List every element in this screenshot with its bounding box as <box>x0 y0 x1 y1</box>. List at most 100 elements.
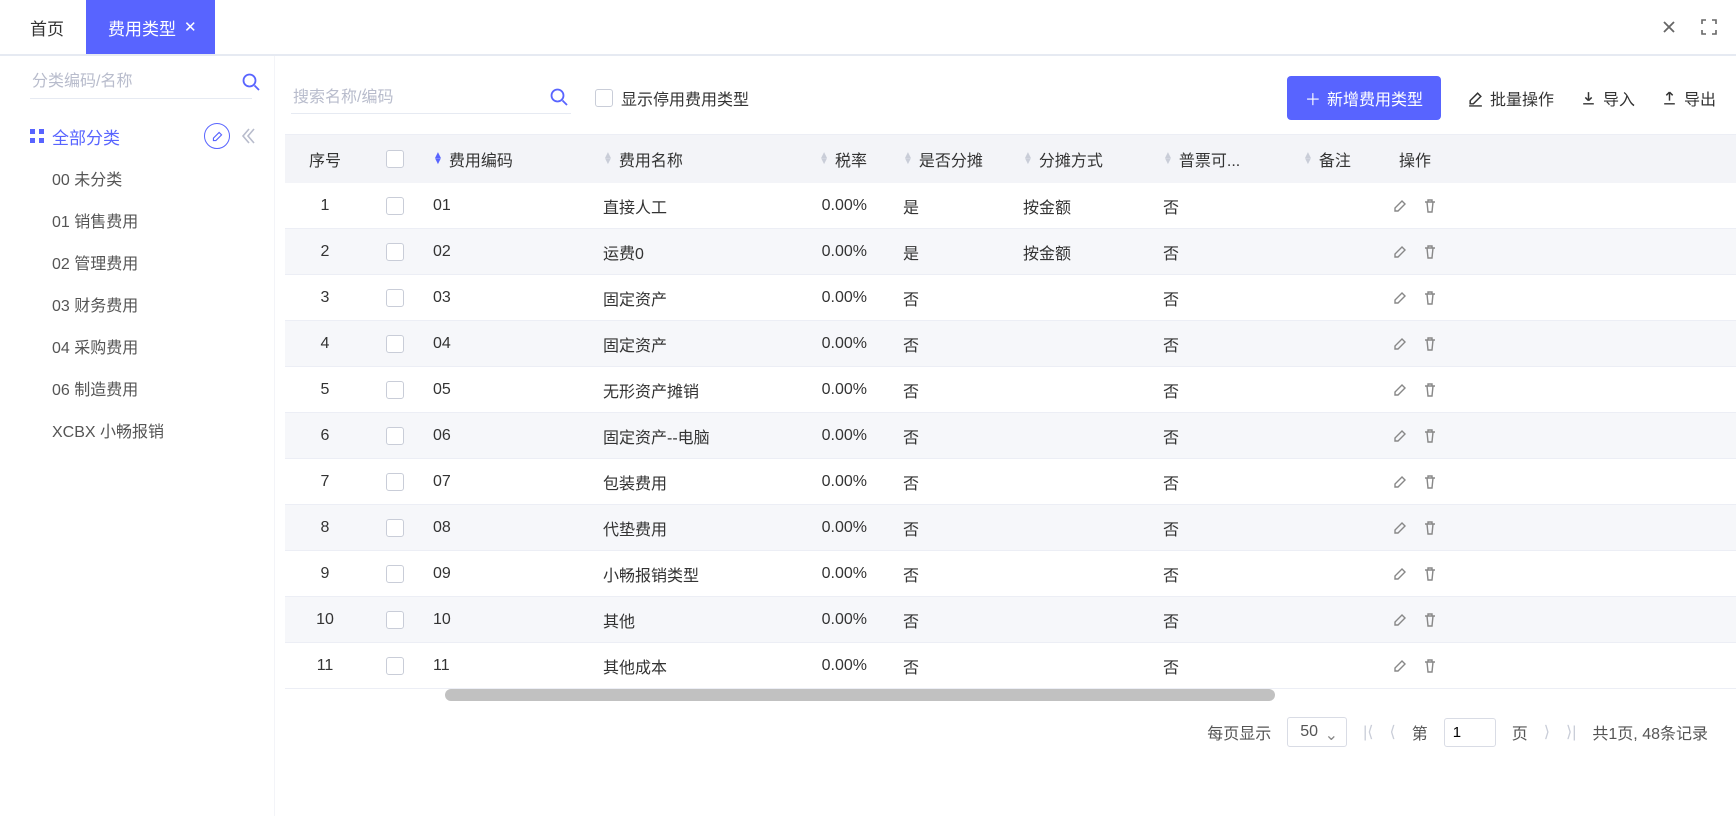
cell-ticket: 否 <box>1155 516 1295 540</box>
main: 全部分类 00 未分类01 销售费用02 管理费用03 财务费用04 采购费用0… <box>0 56 1736 816</box>
edit-row-icon[interactable] <box>1392 566 1408 582</box>
row-checkbox[interactable] <box>365 289 425 307</box>
add-expense-type-button[interactable]: ＋ 新增费用类型 <box>1287 76 1441 120</box>
cell-share: 是 <box>895 194 1015 218</box>
delete-row-icon[interactable] <box>1422 612 1438 628</box>
delete-row-icon[interactable] <box>1422 428 1438 444</box>
col-code[interactable]: ▲▼费用编码 <box>425 147 595 171</box>
delete-row-icon[interactable] <box>1422 382 1438 398</box>
search-icon[interactable] <box>549 87 569 107</box>
per-page-label: 每页显示 <box>1207 720 1271 744</box>
edit-row-icon[interactable] <box>1392 382 1408 398</box>
edit-row-icon[interactable] <box>1392 612 1408 628</box>
fullscreen-icon[interactable] <box>1700 18 1718 36</box>
col-ticket[interactable]: ▲▼普票可... <box>1155 147 1295 171</box>
row-checkbox[interactable] <box>365 197 425 215</box>
cell-rate: 0.00% <box>795 335 895 353</box>
cell-share: 否 <box>895 378 1015 402</box>
cell-seq: 10 <box>285 611 365 629</box>
sidebar-item[interactable]: 01 销售费用 <box>0 199 274 241</box>
edit-row-icon[interactable] <box>1392 290 1408 306</box>
col-rate[interactable]: ▲▼税率 <box>795 147 895 171</box>
delete-row-icon[interactable] <box>1422 244 1438 260</box>
row-checkbox[interactable] <box>365 565 425 583</box>
cell-rate: 0.00% <box>795 473 895 491</box>
edit-row-icon[interactable] <box>1392 474 1408 490</box>
prev-page-icon[interactable]: ⟨ <box>1389 722 1395 742</box>
cell-actions <box>1365 612 1465 628</box>
export-button[interactable]: 导出 <box>1661 86 1716 110</box>
delete-row-icon[interactable] <box>1422 474 1438 490</box>
edit-row-icon[interactable] <box>1392 520 1408 536</box>
close-icon[interactable]: ✕ <box>184 18 197 36</box>
row-checkbox[interactable] <box>365 243 425 261</box>
cell-share: 否 <box>895 654 1015 678</box>
col-share[interactable]: ▲▼是否分摊 <box>895 147 1015 171</box>
cell-name: 直接人工 <box>595 194 795 218</box>
cell-code: 05 <box>425 381 595 399</box>
cell-actions <box>1365 198 1465 214</box>
page-prefix: 第 <box>1412 720 1428 744</box>
first-page-icon[interactable]: |⟨ <box>1363 722 1373 742</box>
row-checkbox[interactable] <box>365 427 425 445</box>
sidebar: 全部分类 00 未分类01 销售费用02 管理费用03 财务费用04 采购费用0… <box>0 56 275 816</box>
page-input[interactable] <box>1444 718 1496 747</box>
next-page-icon[interactable]: ⟩ <box>1544 722 1550 742</box>
cell-ticket: 否 <box>1155 608 1295 632</box>
row-checkbox[interactable] <box>365 611 425 629</box>
tab-expense-type[interactable]: 费用类型 ✕ <box>86 0 215 54</box>
edit-row-icon[interactable] <box>1392 198 1408 214</box>
tab-home[interactable]: 首页 <box>8 0 86 54</box>
sidebar-item[interactable]: 03 财务费用 <box>0 283 274 325</box>
row-checkbox[interactable] <box>365 473 425 491</box>
import-icon <box>1580 90 1597 107</box>
sidebar-all-categories[interactable]: 全部分类 <box>0 115 274 157</box>
col-note[interactable]: ▲▼备注 <box>1295 147 1365 171</box>
col-checkbox[interactable] <box>365 150 425 168</box>
horizontal-scrollbar[interactable] <box>285 689 1736 703</box>
edit-category-icon[interactable] <box>204 123 230 149</box>
delete-row-icon[interactable] <box>1422 658 1438 674</box>
col-seq[interactable]: 序号 <box>285 147 365 171</box>
close-all-icon[interactable] <box>1660 18 1678 36</box>
edit-row-icon[interactable] <box>1392 244 1408 260</box>
col-method[interactable]: ▲▼分摊方式 <box>1015 147 1155 171</box>
search-input[interactable] <box>291 83 571 114</box>
edit-row-icon[interactable] <box>1392 658 1408 674</box>
sidebar-item[interactable]: 06 制造费用 <box>0 367 274 409</box>
show-disabled-checkbox[interactable]: 显示停用费用类型 <box>595 86 749 110</box>
cell-ticket: 否 <box>1155 424 1295 448</box>
col-note-label: 备注 <box>1319 147 1351 171</box>
collapse-sidebar-icon[interactable] <box>238 125 256 147</box>
delete-row-icon[interactable] <box>1422 336 1438 352</box>
cell-ticket: 否 <box>1155 654 1295 678</box>
cell-actions <box>1365 520 1465 536</box>
edit-row-icon[interactable] <box>1392 336 1408 352</box>
per-page-select[interactable]: 50 ⌄ <box>1287 717 1347 747</box>
sidebar-item[interactable]: 02 管理费用 <box>0 241 274 283</box>
search-icon[interactable] <box>241 72 261 92</box>
pagination: 每页显示 50 ⌄ |⟨ ⟨ 第 页 ⟩ ⟩| 共1页, 48条记录 <box>285 703 1736 761</box>
sidebar-search-input[interactable] <box>30 72 241 92</box>
sidebar-items: 00 未分类01 销售费用02 管理费用03 财务费用04 采购费用06 制造费… <box>0 157 274 451</box>
delete-row-icon[interactable] <box>1422 198 1438 214</box>
col-name[interactable]: ▲▼费用名称 <box>595 147 795 171</box>
row-checkbox[interactable] <box>365 657 425 675</box>
last-page-icon[interactable]: ⟩| <box>1566 722 1576 742</box>
row-checkbox[interactable] <box>365 519 425 537</box>
table-row: 1010其他0.00%否否 <box>285 597 1736 643</box>
sidebar-item[interactable]: XCBX 小畅报销 <box>0 409 274 451</box>
row-checkbox[interactable] <box>365 381 425 399</box>
sidebar-item[interactable]: 04 采购费用 <box>0 325 274 367</box>
sidebar-item[interactable]: 00 未分类 <box>0 157 274 199</box>
batch-action-button[interactable]: 批量操作 <box>1467 86 1554 110</box>
chevron-down-icon: ⌄ <box>1325 725 1338 745</box>
row-checkbox[interactable] <box>365 335 425 353</box>
delete-row-icon[interactable] <box>1422 566 1438 582</box>
cell-rate: 0.00% <box>795 427 895 445</box>
edit-row-icon[interactable] <box>1392 428 1408 444</box>
delete-row-icon[interactable] <box>1422 290 1438 306</box>
delete-row-icon[interactable] <box>1422 520 1438 536</box>
cell-name: 固定资产--电脑 <box>595 424 795 448</box>
import-button[interactable]: 导入 <box>1580 86 1635 110</box>
